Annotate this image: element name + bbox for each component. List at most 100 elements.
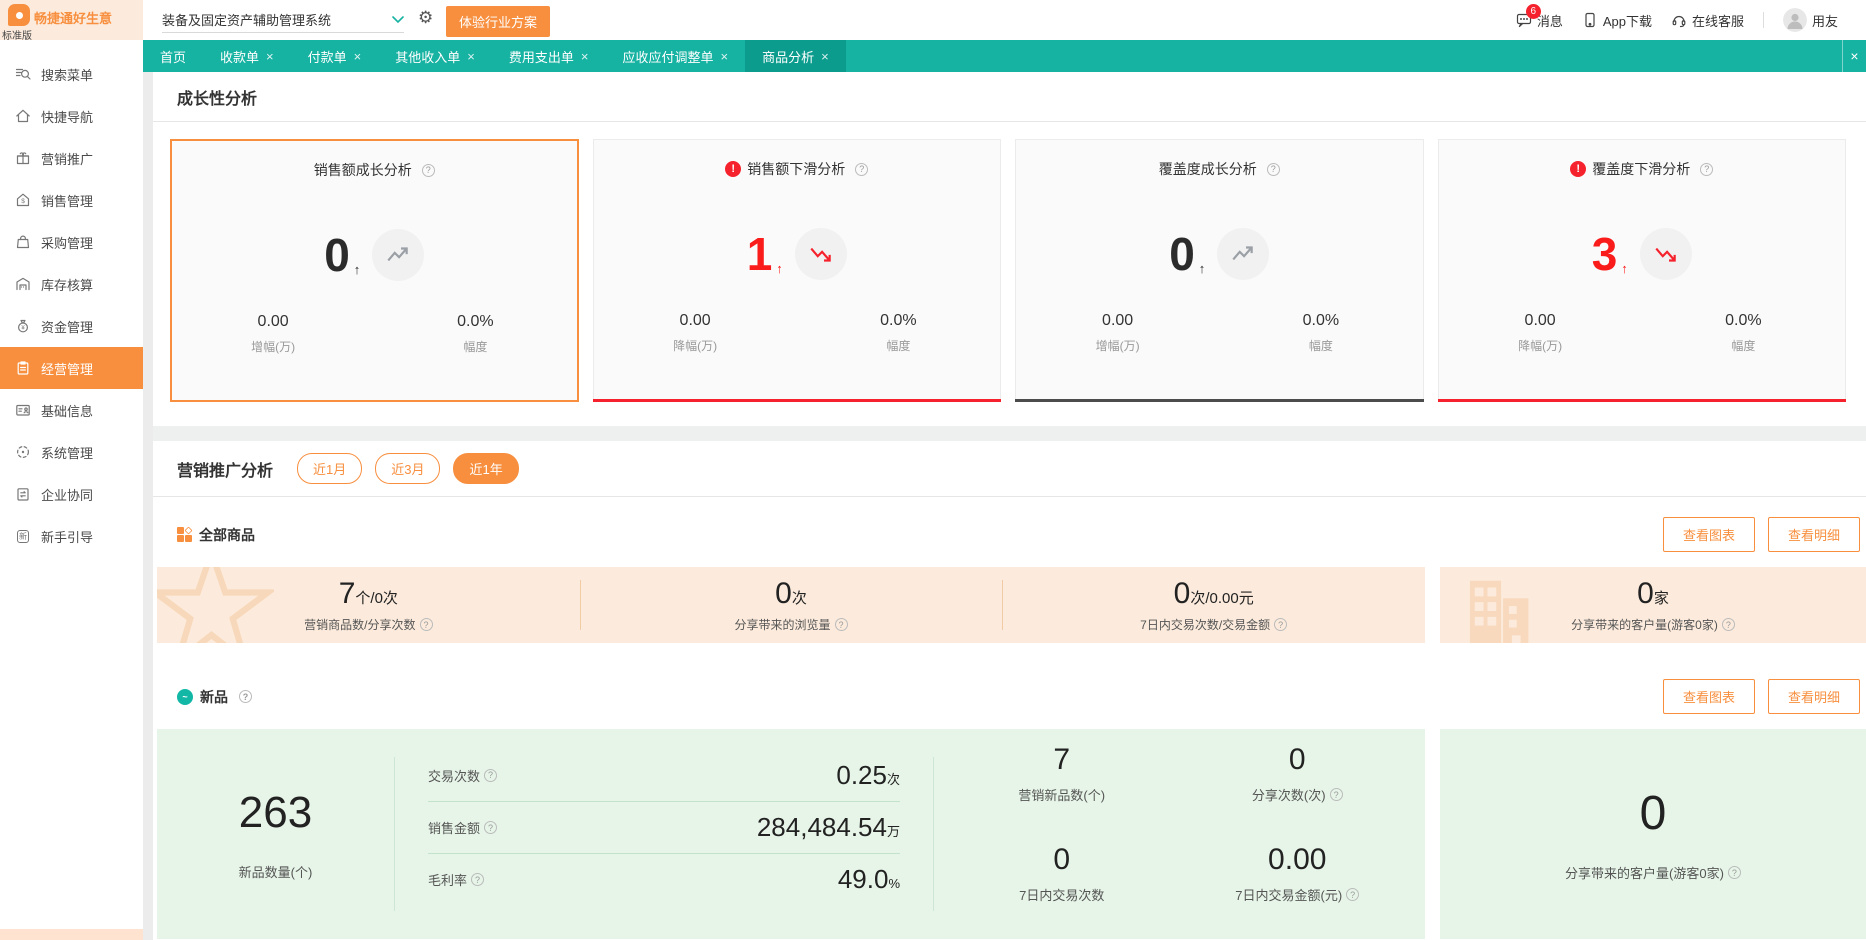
sidebar-item-purchase[interactable]: 采购管理 [0, 221, 143, 263]
filter-last-month[interactable]: 近1月 [297, 453, 363, 484]
marketing-section-header: 营销推广分析 近1月 近3月 近1年 [153, 441, 1866, 484]
sidebar-item-basic-info[interactable]: 基础信息 [0, 389, 143, 431]
help-icon[interactable]: ? [1721, 618, 1735, 631]
workspace-selector-value: 装备及固定资产辅助管理系统 [162, 12, 332, 28]
trial-solution-button[interactable]: 体验行业方案 [446, 6, 551, 37]
svg-text:¥: ¥ [21, 326, 25, 332]
up-arrow-icon: ↑ [1621, 261, 1628, 276]
online-service-button[interactable]: 在线客服 [1671, 11, 1744, 30]
phone-icon [1585, 12, 1595, 28]
header-right-group: 消息 6 App下载 在线客服 用友 [1516, 0, 1838, 40]
tab-ar-ap-adjust[interactable]: 应收应付调整单 × [622, 48, 729, 65]
tab-product-analysis[interactable]: 商品分析 × [745, 40, 846, 72]
close-icon[interactable]: × [266, 48, 274, 64]
trend-down-icon [1639, 228, 1692, 280]
card-coverage-decline[interactable]: ! 覆盖度下滑分析? 3 ↑ 0.00 降幅(万) 0.0% 幅度 [1437, 139, 1846, 402]
new-product-count: 263 新品数量(个) [238, 787, 313, 880]
sync-clipboard-icon [15, 486, 31, 502]
card-sales-growth[interactable]: 销售额成长分析? 0 ↑ 0.00 增幅(万) 0.0% 幅度 [170, 139, 579, 402]
new-products-customer-band: 0 分享带来的客户量(游客0家)? [1440, 729, 1866, 939]
trend-up-icon [372, 229, 425, 281]
view-chart-button[interactable]: 查看图表 [1662, 679, 1755, 714]
sidebar-item-collaboration[interactable]: 企业协同 [0, 473, 143, 515]
sidebar-item-quick-nav[interactable]: 快捷导航 [0, 95, 143, 137]
all-products-label: 全部商品 [199, 526, 255, 543]
filter-last-year[interactable]: 近1年 [453, 453, 519, 484]
close-icon[interactable]: × [353, 48, 362, 64]
stat-share-views: 0次 分享带来的浏览量? [579, 567, 1003, 643]
close-icon: × [1850, 48, 1859, 64]
product-name: 畅捷通好生意 [34, 11, 113, 26]
user-menu[interactable]: 用友 [1782, 8, 1838, 32]
help-icon[interactable]: ? [421, 163, 435, 177]
tab-receipt[interactable]: 收款单 × [220, 48, 274, 65]
all-products-stats: 7个/0次 营销商品数/分享次数? 0次 分享带来的浏览量? 0次/0.00元 … [157, 567, 1866, 643]
new-products-stats: 263 新品数量(个) 交易次数? 0.25次 销售金额? 284,484.54… [157, 729, 1866, 939]
help-icon[interactable]: ? [1329, 788, 1343, 801]
sidebar-item-system[interactable]: 系统管理 [0, 431, 143, 473]
view-chart-button[interactable]: 查看图表 [1662, 517, 1755, 552]
stat-7day-transactions: 0次/0.00元 7日内交易次数/交易金额? [1002, 567, 1425, 643]
help-icon[interactable]: ? [484, 821, 498, 834]
sidebar-item-funds[interactable]: ¥ 资金管理 [0, 305, 143, 347]
panel-gap [153, 426, 1866, 441]
help-icon[interactable]: ? [1700, 162, 1714, 176]
metric-row-gross-margin: 毛利率? 49.0% [428, 853, 900, 905]
help-icon[interactable]: ? [1274, 618, 1288, 631]
new-product-icon: ~ [177, 688, 193, 705]
house-dollar-icon: $ [15, 192, 31, 208]
help-icon[interactable]: ? [1346, 888, 1360, 901]
sidebar-item-operations[interactable]: 经营管理 [0, 347, 143, 389]
card-value: 0 [1169, 228, 1195, 280]
avatar [1782, 8, 1807, 32]
app-download-button[interactable]: App下载 [1582, 11, 1652, 30]
top-header: 畅捷通好生意 标准版 装备及固定资产辅助管理系统 ⚙ 体验行业方案 消息 6 A… [0, 0, 1866, 42]
close-icon[interactable]: × [580, 48, 589, 64]
help-icon[interactable]: ? [419, 618, 433, 631]
filter-last-3-months[interactable]: 近3月 [375, 453, 441, 484]
card-sales-decline[interactable]: ! 销售额下滑分析? 1 ↑ 0.00 降幅(万) 0.0% 幅度 [592, 139, 1001, 402]
card-coverage-growth[interactable]: 覆盖度成长分析? 0 ↑ 0.00 增幅(万) 0.0% 幅度 [1015, 139, 1424, 402]
stat-new-product-customers: 0 分享带来的客户量(游客0家)? [1565, 786, 1741, 882]
view-detail-button[interactable]: 查看明细 [1767, 679, 1860, 714]
sidebar-item-guide[interactable]: 新 新手引导 [0, 515, 143, 557]
tab-expense[interactable]: 费用支出单 × [508, 48, 589, 65]
close-icon[interactable]: × [720, 48, 729, 64]
close-icon[interactable]: × [821, 48, 829, 64]
close-icon[interactable]: × [467, 48, 475, 64]
trend-up-icon [1217, 228, 1270, 280]
sidebar-item-sales[interactable]: $ 销售管理 [0, 179, 143, 221]
help-icon[interactable]: ? [1266, 162, 1280, 176]
sidebar-item-search-menu[interactable]: 搜索菜单 [0, 53, 143, 95]
edition-label: 标准版 [2, 31, 32, 42]
tab-payment[interactable]: 付款单 × [307, 48, 362, 65]
metric-row-transactions: 交易次数? 0.25次 [428, 759, 900, 790]
close-all-tabs-button[interactable]: × [1842, 40, 1866, 72]
view-detail-button[interactable]: 查看明细 [1767, 517, 1860, 552]
building-watermark-icon [1469, 580, 1529, 643]
messages-button[interactable]: 消息 6 [1516, 3, 1563, 30]
sidebar-item-inventory[interactable]: 库存核算 [0, 263, 143, 305]
help-icon[interactable]: ? [471, 873, 485, 886]
money-bag-icon: ¥ [15, 318, 31, 334]
stat-customers: 0家 分享带来的客户量(游客0家)? [1440, 577, 1866, 633]
help-icon[interactable]: ? [855, 162, 869, 176]
help-icon[interactable]: ? [484, 768, 498, 782]
help-icon[interactable]: ? [834, 618, 848, 631]
workspace-selector[interactable]: 装备及固定资产辅助管理系统 [162, 6, 404, 33]
gear-icon[interactable]: ⚙ [418, 8, 434, 27]
help-icon[interactable]: ? [239, 690, 252, 703]
sidebar-scrollbar[interactable] [143, 72, 153, 940]
dashed-circle-icon [15, 444, 31, 460]
help-icon[interactable]: ? [1727, 866, 1741, 879]
messages-label: 消息 [1536, 13, 1563, 29]
tab-home[interactable]: 首页 [160, 49, 187, 65]
time-filter-group: 近1月 近3月 近1年 [297, 453, 519, 484]
tab-other-income[interactable]: 其他收入单 × [395, 48, 475, 65]
grid-7day-amount: 0.00 7日内交易金额(元)? [1180, 843, 1416, 939]
main-content: 成长性分析 销售额成长分析? 0 ↑ 0.00 增幅(万) 0.0% 幅度 ! 销售 [153, 72, 1866, 940]
svg-text:$: $ [21, 198, 25, 205]
grid-share-count: 0 分享次数(次)? [1180, 743, 1416, 839]
new-badge-icon: 新 [17, 529, 29, 543]
sidebar-item-marketing[interactable]: 营销推广 [0, 137, 143, 179]
